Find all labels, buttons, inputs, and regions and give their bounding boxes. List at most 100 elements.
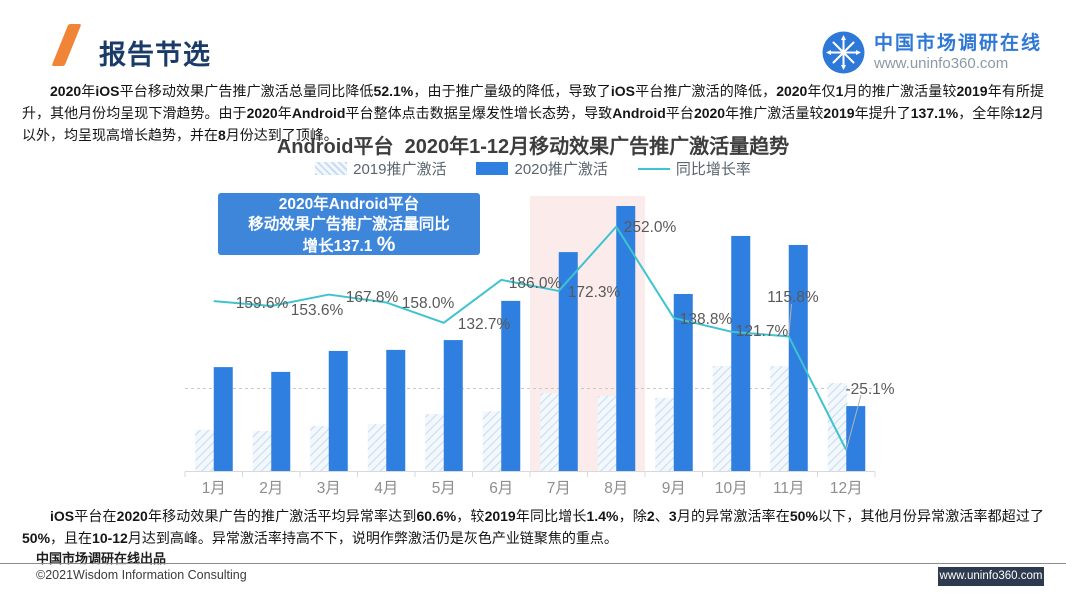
text-segment: 2020: [693, 105, 726, 121]
growth-label-1月: 159.6%: [236, 295, 289, 312]
label-leader-line: [788, 303, 792, 335]
annotation-line-1: 2020年Android平台: [278, 196, 420, 213]
summary-paragraph-top: 2020年iOS平台移动效果广告推广激活总量同比降低52.1%，由于推广量级的降…: [22, 80, 1044, 146]
brand-url-link[interactable]: www.uninfo360.com: [873, 54, 1009, 72]
compass-snowflake-icon: [822, 31, 865, 74]
text-segment: 平台在: [74, 508, 117, 524]
bar-2020-5月: [443, 340, 463, 471]
growth-label-11月: 115.8%: [767, 289, 819, 306]
legend-label-2019: 2019推广激活: [353, 161, 447, 178]
legend-swatch-growth-line: [637, 167, 670, 170]
text-segment: 月以外，均呈现高增长趋势，并在: [22, 105, 1045, 143]
bar-2019-4月: [367, 424, 388, 471]
footer-copyright: ©2021Wisdom Information Consulting: [36, 568, 247, 582]
text-segment: 2: [646, 508, 655, 524]
x-label-6月: 6月: [489, 480, 513, 497]
bar-2019-11月: [770, 366, 790, 471]
growth-label-4月: 158.0%: [402, 295, 455, 312]
x-label-5月: 5月: [432, 480, 456, 497]
x-label-12月: 12月: [830, 480, 863, 497]
summary-paragraph-bottom: iOS平台在2020年移动效果广告的推广激活平均异常率达到60.6%，较2019…: [22, 505, 1044, 549]
growth-rate-line: [213, 225, 848, 451]
bar-2020-10月: [731, 235, 751, 471]
trend-chart: 1月 2月 3月 4月 5月 6月 7月 8月 9月 10月 11月 12月 159.6% 153.6% 1…: [0, 180, 1066, 510]
text-segment: 年移动效果广告的推广激活平均异常率达到: [147, 508, 417, 524]
x-label-1月: 1月: [202, 480, 226, 497]
x-label-11月: 11月: [773, 480, 805, 497]
bar-2020-6月: [501, 300, 521, 471]
text-segment: 50%: [22, 530, 51, 546]
text-segment: 平台: [665, 105, 694, 121]
text-segment: 2019: [956, 83, 988, 99]
label-leader-line: [845, 394, 862, 451]
legend-item-2019: 2019推广激活: [315, 158, 446, 179]
legend-item-growth: 同比增长率: [637, 158, 751, 179]
growth-label-2月: 153.6%: [291, 302, 344, 319]
bar-2020-9月: [673, 293, 693, 471]
growth-label-7月: 172.3%: [568, 284, 621, 301]
text-segment: 137.1%: [910, 105, 959, 121]
bar-2019-7月: [540, 393, 560, 471]
brand-name: 中国市场调研在线: [873, 32, 1042, 54]
x-label-7月: 7月: [547, 480, 571, 497]
growth-label-10月: 121.7%: [736, 323, 789, 340]
legend-label-2020: 2020推广激活: [514, 161, 608, 178]
text-segment: 2020: [50, 83, 82, 99]
text-segment: 2020: [246, 105, 278, 121]
bar-2020-1月: [213, 367, 233, 471]
text-segment: 年推广激活量较: [725, 105, 824, 121]
text-segment: iOS: [50, 508, 75, 524]
bar-2019-12月: [827, 383, 848, 471]
text-segment: ，全年除: [958, 105, 1015, 121]
bar-2020-12月: [846, 406, 866, 471]
x-label-10月: 10月: [715, 480, 748, 497]
bar-2020-3月: [328, 350, 348, 471]
bar-2019-9月: [655, 398, 675, 471]
growth-label-6月: 186.0%: [509, 275, 562, 292]
text-segment: 平台整体点击数据呈爆发性增长态势，导致: [345, 105, 613, 121]
bar-2019-8月: [597, 396, 618, 471]
text-segment: ，且在: [50, 530, 93, 546]
legend-swatch-2020-solid: [476, 162, 509, 175]
text-segment: 年提升了: [854, 105, 911, 121]
growth-label-12月: -25.1%: [845, 381, 894, 398]
text-segment: 年仅: [807, 83, 836, 99]
x-label-2月: 2月: [259, 480, 283, 497]
text-segment: 年有所提升，其他月份均呈现下滑趋势。由于: [22, 83, 1045, 121]
text-segment: 2019: [484, 508, 516, 524]
growth-label-5月: 132.7%: [458, 316, 511, 333]
text-segment: 1: [835, 83, 844, 99]
chart-title: Android平台 2020年1-12月移动效果广告推广激活量趋势: [276, 136, 790, 158]
text-segment: 年同比增长: [515, 508, 587, 524]
x-label-4月: 4月: [374, 480, 398, 497]
legend-label-growth: 同比增长率: [675, 161, 751, 178]
x-label-9月: 9月: [662, 480, 686, 497]
bar-2020-8月: [616, 206, 636, 471]
text-segment: 1.4%: [586, 508, 619, 524]
text-segment: 年: [277, 105, 292, 121]
text-segment: 以下，其他月份异常激活率都超过了: [817, 508, 1045, 524]
bar-2020-7月: [558, 252, 578, 471]
footer-divider: [0, 563, 1066, 564]
footer-site-link[interactable]: www.uninfo360.com: [938, 567, 1044, 586]
text-segment: iOS: [610, 83, 635, 99]
bar-2020-2月: [271, 371, 291, 471]
bar-2020-11月: [788, 244, 808, 471]
bar-2019-2月: [252, 430, 273, 471]
text-segment: ，除: [618, 508, 647, 524]
legend-swatch-2019-hatched: [315, 162, 348, 175]
text-segment: 2019: [823, 105, 855, 121]
text-segment: 月的异常激活率在: [676, 508, 790, 524]
text-segment: 8: [218, 127, 226, 143]
text-segment: Android: [291, 105, 346, 121]
header-slash-decoration: [51, 24, 82, 66]
page-title: 报告节选: [99, 40, 211, 70]
text-segment: iOS: [95, 83, 120, 99]
brand-logo: 中国市场调研在线 www.uninfo360.com: [821, 30, 1042, 75]
text-segment: 3: [668, 508, 677, 524]
growth-annotation-box: 2020年Android平台 移动效果广告推广激活量同比 增长137.1 %: [218, 193, 480, 255]
legend-item-2020: 2020推广激活: [476, 158, 608, 179]
text-segment: 月份达到了顶峰。: [225, 127, 338, 143]
text-segment: 12: [1014, 105, 1030, 121]
